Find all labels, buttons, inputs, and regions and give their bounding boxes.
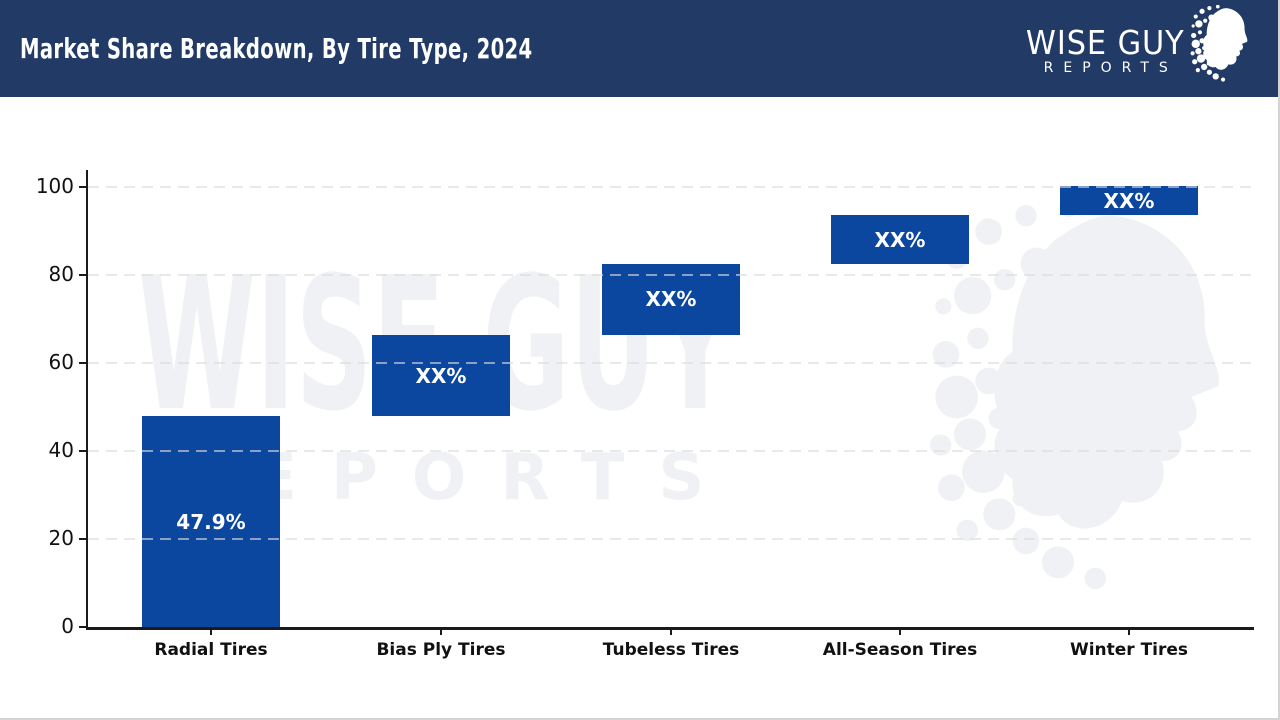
y-tick-label-40: 40 (48, 438, 74, 462)
logo-wordmark-main: WISE GUY (1026, 23, 1186, 63)
bar-radial-tires: 47.9% (142, 416, 280, 627)
y-tick-mark (79, 538, 88, 540)
gridline-80 (88, 274, 1254, 276)
y-tick-label-80: 80 (48, 262, 74, 286)
logo-wordmark-sub: REPORTS (1043, 60, 1178, 77)
bar-all-season-tires: XX% (831, 215, 969, 264)
y-tick-label-20: 20 (48, 526, 74, 550)
bar-value-label: XX% (1103, 188, 1155, 213)
x-tick-label-all-season-tires: All-Season Tires (822, 640, 978, 660)
x-tick-label-winter-tires: Winter Tires (1069, 640, 1189, 660)
y-tick-label-60: 60 (48, 350, 74, 374)
gridline-60 (88, 362, 1254, 364)
y-tick-mark (79, 274, 88, 276)
gridline-100 (88, 186, 1254, 188)
y-tick-mark (79, 626, 88, 628)
y-tick-mark (79, 186, 88, 188)
x-tick-mark (1128, 627, 1130, 635)
bar-value-label: XX% (874, 227, 926, 252)
x-tick-label-bias-ply-tires: Bias Ply Tires (376, 640, 506, 660)
logo-wordmark: WISE GUY REPORTS (1019, 26, 1192, 76)
x-tick-mark (210, 627, 212, 635)
bar-bias-ply-tires: XX% (372, 334, 510, 417)
x-tick-mark (899, 627, 901, 635)
wiseguy-logo: WISE GUY REPORTS (1019, 4, 1278, 91)
bar-value-label: XX% (415, 363, 467, 388)
y-tick-label-100: 100 (35, 174, 74, 198)
gridline-40 (88, 450, 1254, 452)
x-tick-mark (440, 627, 442, 635)
x-tick-mark (670, 627, 672, 635)
x-axis-line (86, 627, 1254, 630)
y-tick-mark (79, 450, 88, 452)
bar-value-label: 47.9% (176, 509, 246, 534)
header: Market Share Breakdown, By Tire Type, 20… (0, 0, 1278, 97)
logo-head-icon (1190, 4, 1248, 82)
gridline-20 (88, 538, 1254, 540)
x-tick-label-tubeless-tires: Tubeless Tires (602, 640, 740, 660)
y-tick-label-0: 0 (61, 614, 74, 638)
y-tick-mark (79, 362, 88, 364)
page-title: Market Share Breakdown, By Tire Type, 20… (20, 32, 533, 65)
y-axis-line (86, 170, 88, 627)
x-tick-label-radial-tires: Radial Tires (154, 640, 268, 660)
bar-winter-tires: XX% (1060, 186, 1198, 216)
watermark-head-icon (930, 198, 1219, 589)
bar-value-label: XX% (645, 287, 697, 312)
